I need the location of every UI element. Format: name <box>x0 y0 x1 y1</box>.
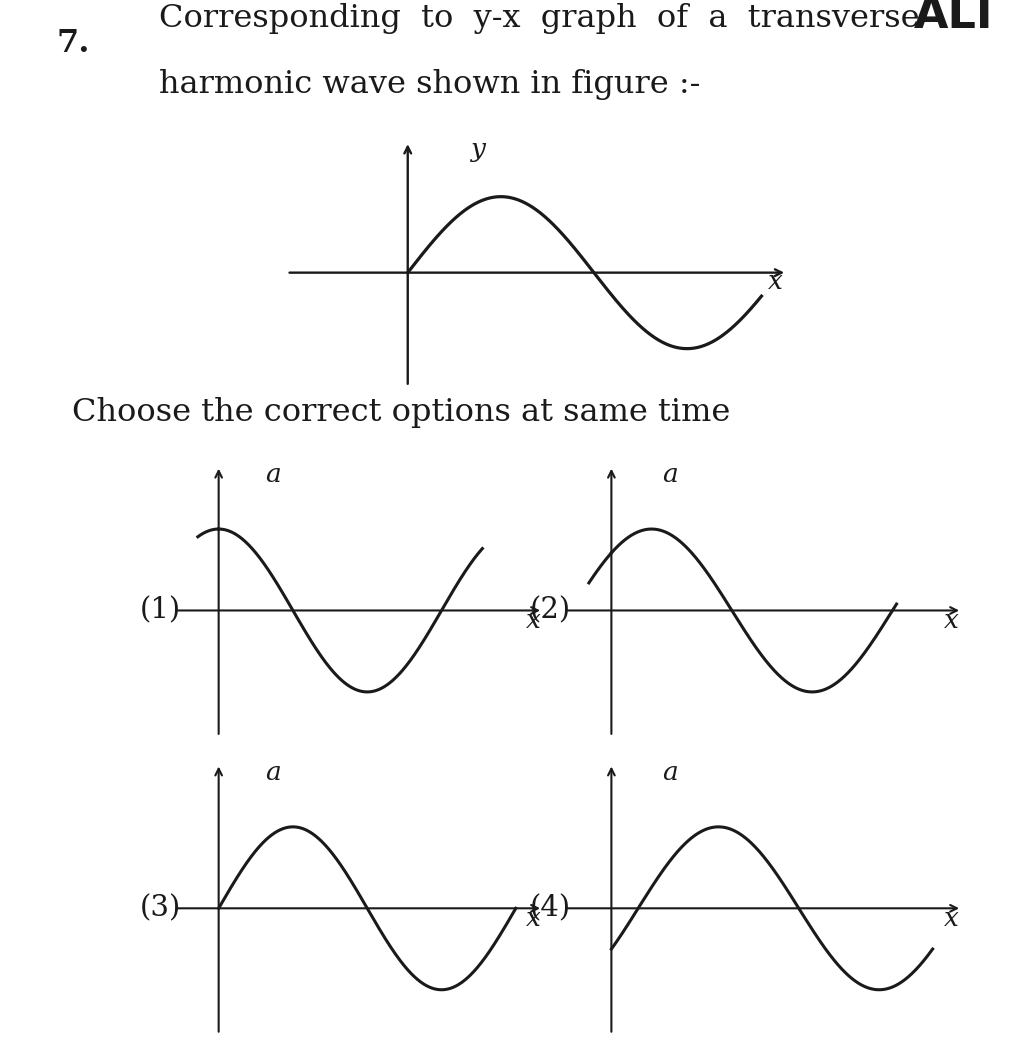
Text: x: x <box>525 906 541 931</box>
Text: y: y <box>471 137 486 162</box>
Text: x: x <box>944 906 958 931</box>
Text: x: x <box>944 608 958 633</box>
Text: (2): (2) <box>529 597 570 625</box>
Text: a: a <box>663 462 678 487</box>
Text: (3): (3) <box>139 895 181 923</box>
Text: (1): (1) <box>139 597 181 625</box>
Text: (4): (4) <box>529 895 570 923</box>
Text: harmonic wave shown in figure :-: harmonic wave shown in figure :- <box>159 69 700 100</box>
Text: Choose the correct options at same time: Choose the correct options at same time <box>72 397 730 428</box>
Text: x: x <box>768 270 782 295</box>
Text: a: a <box>265 462 282 487</box>
Text: Corresponding  to  y-x  graph  of  a  transverse: Corresponding to y-x graph of a transver… <box>159 2 920 33</box>
Text: a: a <box>265 760 282 785</box>
Text: x: x <box>525 608 541 633</box>
Text: a: a <box>663 760 678 785</box>
Text: 7.: 7. <box>56 27 90 59</box>
Text: ALI: ALI <box>913 0 993 37</box>
